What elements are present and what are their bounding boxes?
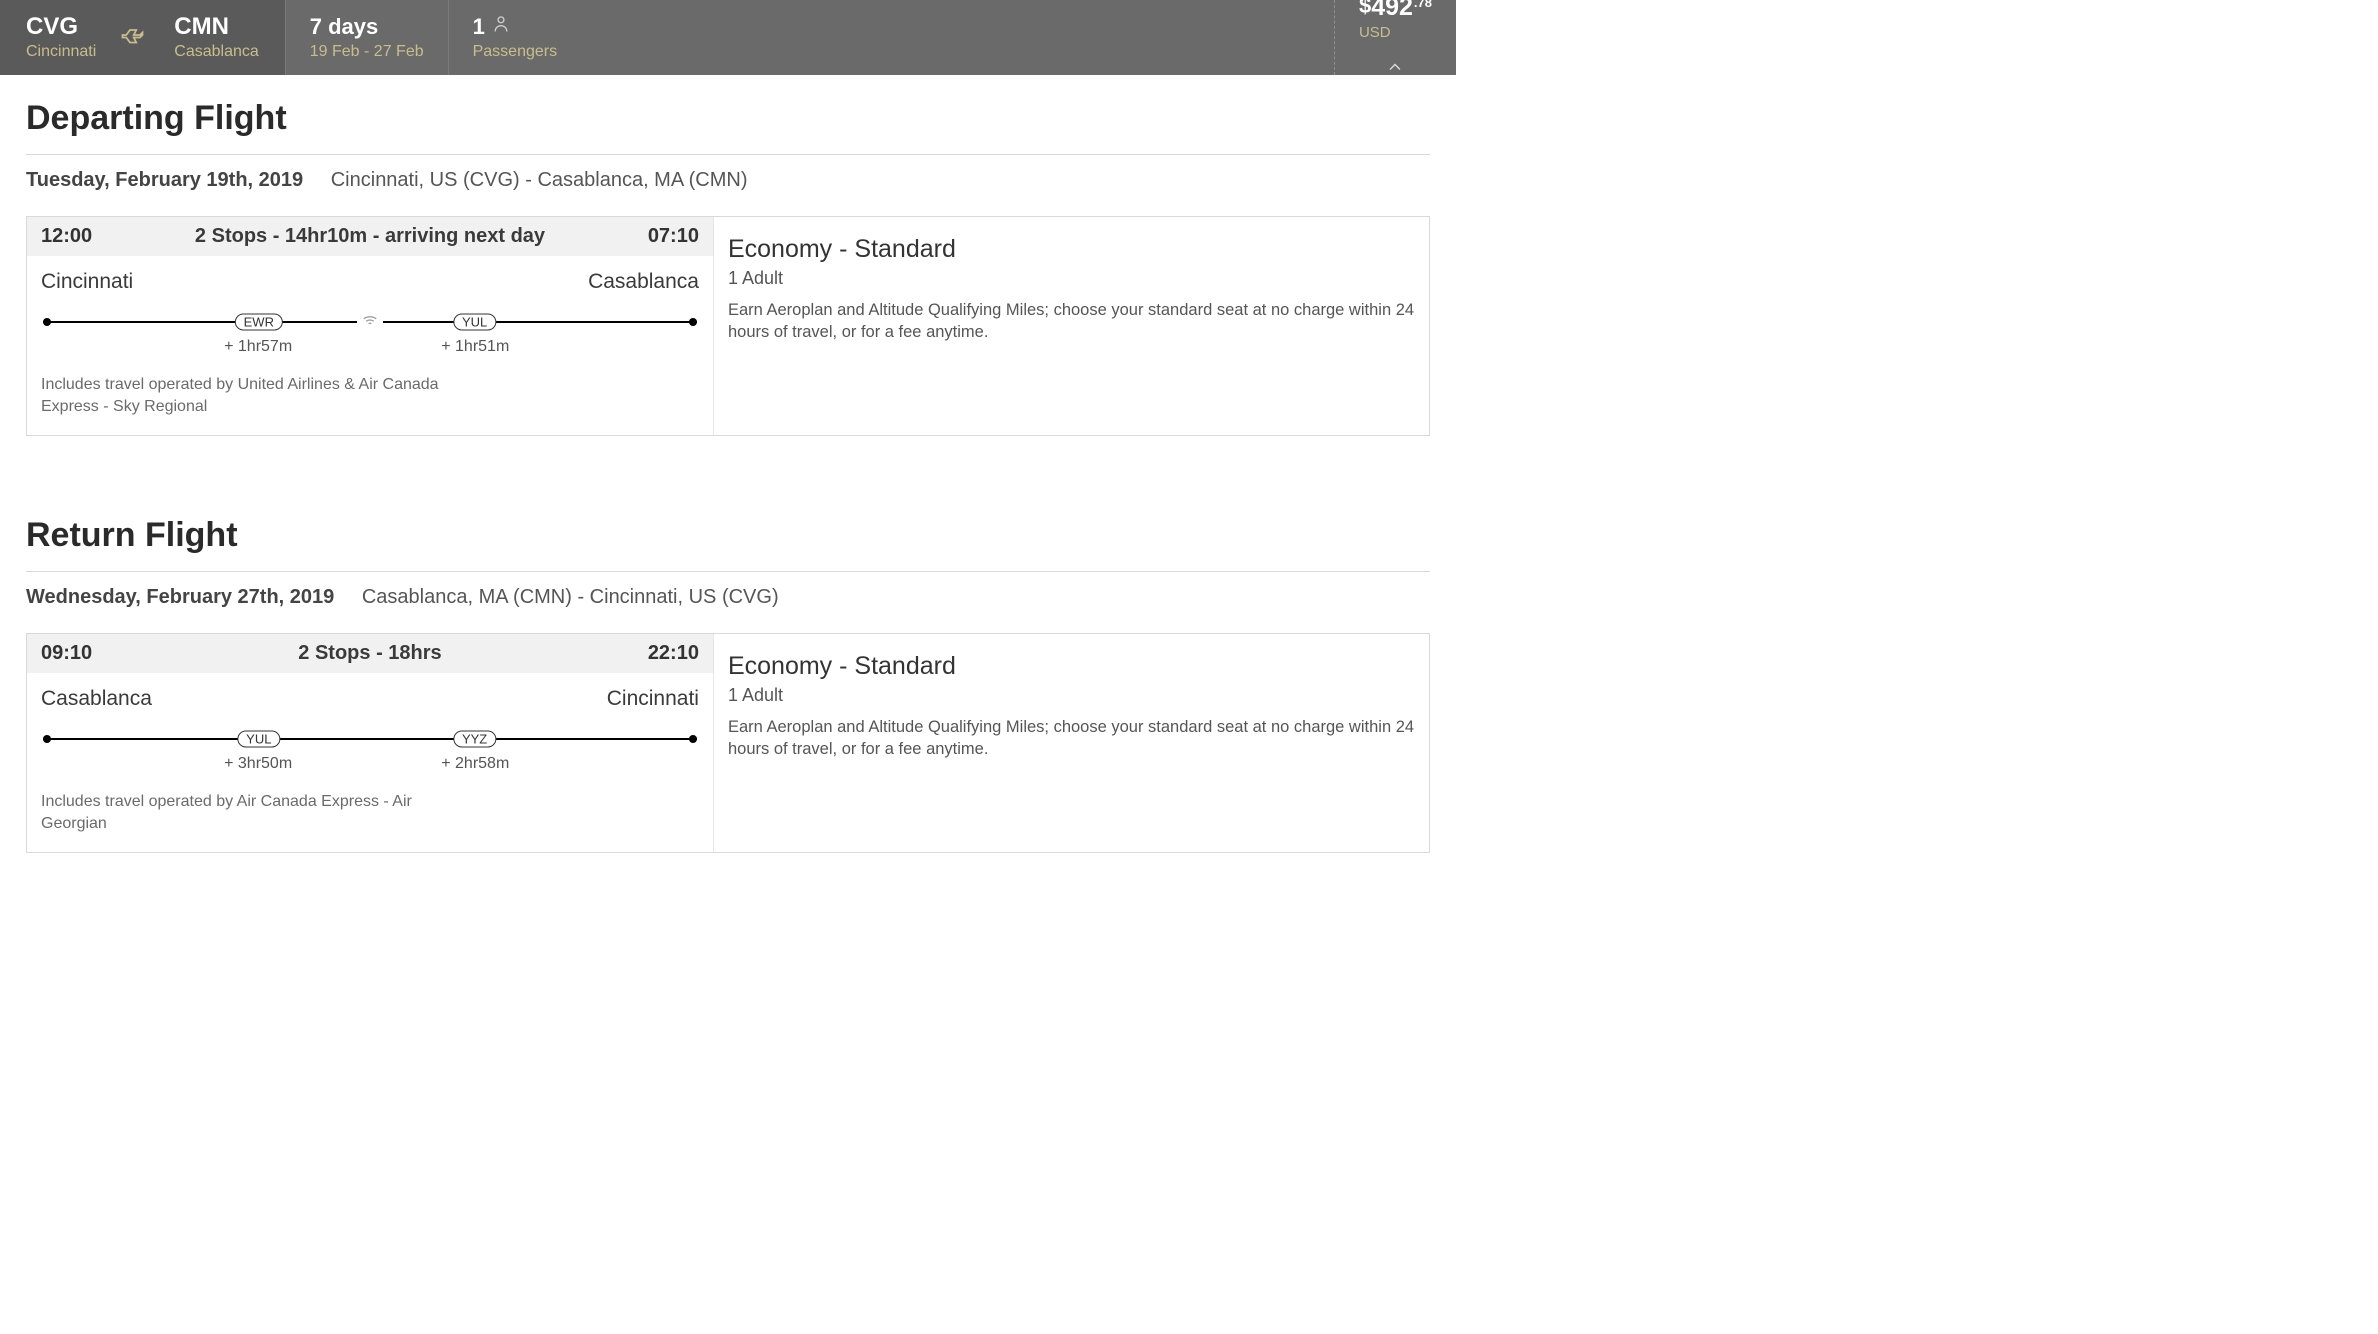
passenger-count: 1: [473, 14, 485, 40]
date-range: 19 Feb - 27 Feb: [310, 43, 424, 61]
return-date-route: Wednesday, February 27th, 2019 Casablanc…: [26, 586, 1430, 609]
price-segment[interactable]: $ 492 .78 USD: [1334, 0, 1456, 75]
dest-col: CMN Casablanca: [174, 14, 259, 61]
plane-icon: [120, 20, 150, 55]
departing-dep-time: 12:00: [41, 225, 92, 248]
return-route-string: Casablanca, MA (CMN) - Cincinnati, US (C…: [362, 586, 779, 608]
price-cents: .78: [1414, 0, 1432, 10]
layover-time: + 3hr50m: [224, 755, 292, 773]
layover-time: + 1hr51m: [441, 338, 509, 356]
stop-badge: YUL: [453, 314, 496, 331]
departing-title: Departing Flight: [26, 99, 1430, 138]
person-icon: [491, 14, 511, 40]
chevron-up-icon[interactable]: [1385, 57, 1405, 82]
layover-time: + 2hr58m: [441, 755, 509, 773]
duration-label: 7 days: [310, 14, 424, 40]
passenger-label: Passengers: [473, 43, 558, 61]
departing-date: Tuesday, February 19th, 2019: [26, 169, 303, 191]
departing-date-route: Tuesday, February 19th, 2019 Cincinnati,…: [26, 169, 1430, 192]
origin-col: CVG Cincinnati: [26, 14, 96, 61]
return-from-city: Casablanca: [41, 687, 152, 711]
departing-timeline: EWR YUL: [43, 312, 697, 332]
departing-arr-time: 07:10: [648, 225, 699, 248]
departing-summary: 2 Stops - 14hr10m - arriving next day: [92, 225, 648, 248]
stop-badge: EWR: [235, 314, 283, 331]
departing-card: 12:00 2 Stops - 14hr10m - arriving next …: [26, 216, 1430, 436]
fare-description: Earn Aeroplan and Altitude Qualifying Mi…: [728, 716, 1415, 761]
fare-description: Earn Aeroplan and Altitude Qualifying Mi…: [728, 299, 1415, 344]
route-segment[interactable]: CVG Cincinnati CMN Casablanca: [0, 0, 285, 75]
dest-code: CMN: [174, 14, 259, 40]
return-timeline: YUL YYZ: [43, 729, 697, 749]
layover-time: + 1hr57m: [224, 338, 292, 356]
return-dep-time: 09:10: [41, 642, 92, 665]
return-date: Wednesday, February 27th, 2019: [26, 586, 334, 608]
price-symbol: $: [1359, 0, 1371, 19]
divider: [26, 571, 1430, 572]
price-currency: USD: [1359, 24, 1432, 41]
return-title: Return Flight: [26, 516, 1430, 555]
divider: [26, 154, 1430, 155]
return-card: 09:10 2 Stops - 18hrs 22:10 Casablanca C…: [26, 633, 1430, 853]
passengers-segment[interactable]: 1 Passengers: [449, 0, 582, 75]
departing-from-city: Cincinnati: [41, 270, 133, 294]
operated-by: Includes travel operated by United Airli…: [41, 374, 461, 417]
origin-code: CVG: [26, 14, 96, 40]
price-whole: 492: [1371, 0, 1413, 22]
return-summary: 2 Stops - 18hrs: [92, 642, 648, 665]
duration-segment[interactable]: 7 days 19 Feb - 27 Feb: [285, 0, 449, 75]
departing-card-header: 12:00 2 Stops - 14hr10m - arriving next …: [27, 217, 713, 256]
operated-by: Includes travel operated by Air Canada E…: [41, 791, 461, 834]
fare-name: Economy - Standard: [728, 235, 1415, 264]
fare-pax: 1 Adult: [728, 268, 1415, 289]
departing-to-city: Casablanca: [588, 270, 699, 294]
wifi-icon: [357, 313, 383, 332]
fare-pax: 1 Adult: [728, 685, 1415, 706]
return-card-header: 09:10 2 Stops - 18hrs 22:10: [27, 634, 713, 673]
header-spacer: [581, 0, 1334, 75]
fare-name: Economy - Standard: [728, 652, 1415, 681]
summary-header: CVG Cincinnati CMN Casablanca 7 days 19 …: [0, 0, 1456, 75]
departing-route-string: Cincinnati, US (CVG) - Casablanca, MA (C…: [331, 169, 748, 191]
dest-city: Casablanca: [174, 43, 259, 61]
stop-badge: YYZ: [453, 731, 496, 748]
origin-city: Cincinnati: [26, 43, 96, 61]
stop-badge: YUL: [237, 731, 280, 748]
return-arr-time: 22:10: [648, 642, 699, 665]
price-amount: $ 492 .78: [1359, 0, 1432, 22]
return-to-city: Cincinnati: [607, 687, 699, 711]
